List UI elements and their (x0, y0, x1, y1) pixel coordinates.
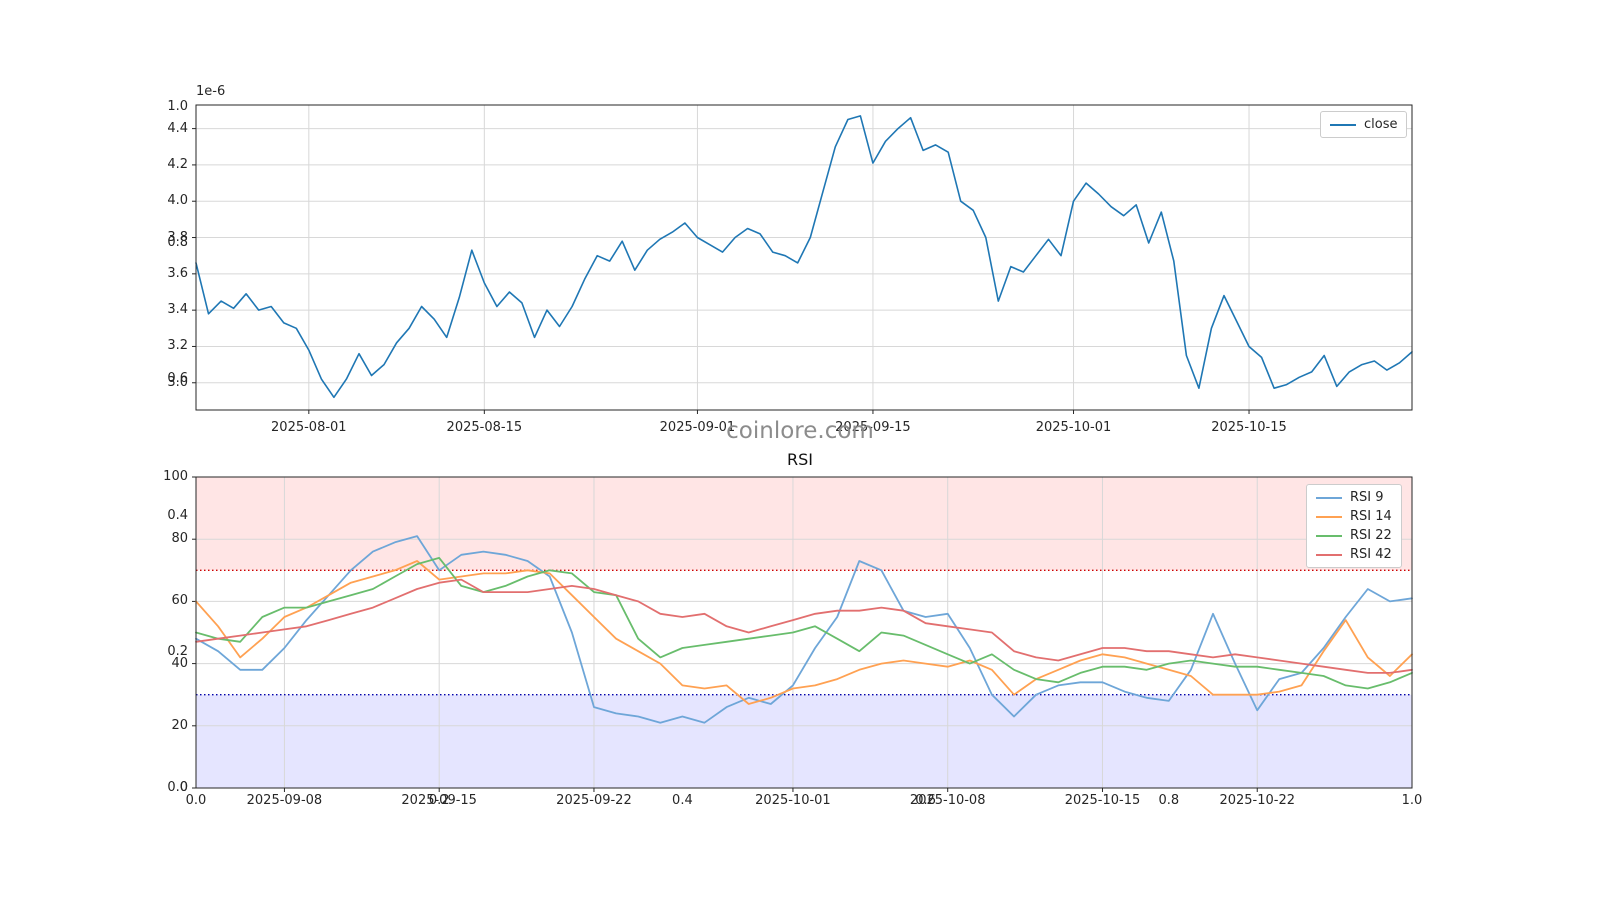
rsi-chart-title: RSI (787, 450, 813, 469)
legend-line-sample-rsi-14 (1316, 515, 1342, 518)
legend-line-sample-close (1330, 123, 1356, 126)
legend-item-rsi-42: RSI 42 (1316, 547, 1392, 562)
legend-label-rsi-22: RSI 22 (1350, 528, 1392, 543)
legend-label-rsi-9: RSI 9 (1350, 490, 1384, 505)
legend-item-rsi-9: RSI 9 (1316, 490, 1392, 505)
legend-rsi: RSI 9 RSI 14 RSI 22 RSI 42 (1306, 484, 1402, 568)
legend-label-rsi-14: RSI 14 (1350, 509, 1392, 524)
legend-line-sample-rsi-22 (1316, 534, 1342, 537)
rsi-42-line (195, 578, 1413, 674)
close-line (195, 115, 1413, 399)
y-axis-offset-label: 1e-6 (196, 84, 226, 99)
plot-border (195, 104, 1413, 411)
rsi-9-line (195, 535, 1413, 724)
rsi-14-line (195, 560, 1413, 705)
legend-label-rsi-42: RSI 42 (1350, 547, 1392, 562)
legend-item-close: close (1330, 117, 1397, 132)
oversold-band (196, 694, 1412, 788)
plot-border (195, 476, 1413, 789)
watermark: coinlore.com (726, 418, 874, 444)
legend-close: close (1320, 111, 1408, 138)
rsi-22-line (195, 557, 1413, 690)
legend-line-sample-rsi-9 (1316, 496, 1342, 499)
legend-item-rsi-14: RSI 14 (1316, 509, 1392, 524)
legend-item-rsi-22: RSI 22 (1316, 528, 1392, 543)
legend-line-sample-rsi-42 (1316, 553, 1342, 556)
legend-label-close: close (1364, 117, 1398, 132)
overbought-band (196, 477, 1412, 571)
